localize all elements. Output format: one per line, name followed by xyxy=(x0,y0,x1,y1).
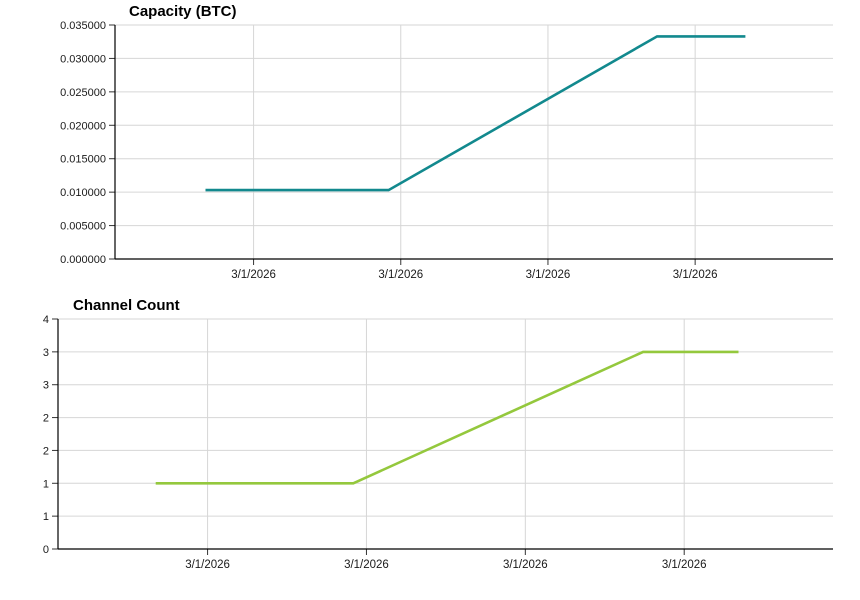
y-tick-label: 0.020000 xyxy=(60,120,106,132)
x-tick-label: 3/1/2026 xyxy=(662,559,707,571)
y-tick-label: 0.005000 xyxy=(60,221,106,233)
y-tick-label: 2 xyxy=(43,413,49,425)
y-tick-label: 0.030000 xyxy=(60,53,106,65)
channel-count-line xyxy=(155,350,739,485)
y-tick-label: 4 xyxy=(43,314,49,326)
y-tick-label: 0.000000 xyxy=(60,254,106,266)
y-tick-label: 0.010000 xyxy=(60,187,106,199)
x-tick-label: 3/1/2026 xyxy=(378,269,423,281)
y-tick-label: 0.025000 xyxy=(60,87,106,99)
x-tick-label: 3/1/2026 xyxy=(503,559,548,571)
capacity-line xyxy=(205,35,746,192)
y-tick-label: 3 xyxy=(43,380,49,392)
capacity-btc-chart: 0.035000 0.030000 0.025000 0.020000 0.015000… xyxy=(60,20,833,281)
y-tick-label: 0.015000 xyxy=(60,154,106,166)
channel-count-chart: 4 3 3 2 2 1 1 0 3/1/2026 3/1/2026 3/1/2026 3/1/2026 xyxy=(43,314,833,571)
x-tick-label: 3/1/2026 xyxy=(344,559,389,571)
y-tick-label: 0.035000 xyxy=(60,20,106,32)
capacity-chart-title: Capacity (BTC) xyxy=(129,3,237,20)
y-tick-label: 1 xyxy=(43,478,49,490)
x-tick-label: 3/1/2026 xyxy=(185,559,230,571)
x-tick-label: 3/1/2026 xyxy=(231,269,276,281)
x-tick-label: 3/1/2026 xyxy=(673,269,718,281)
channel-count-chart-title: Channel Count xyxy=(73,297,180,314)
y-tick-label: 1 xyxy=(43,511,49,523)
y-tick-label: 3 xyxy=(43,347,49,359)
x-tick-label: 3/1/2026 xyxy=(526,269,571,281)
y-tick-label: 0 xyxy=(43,544,49,556)
y-tick-label: 2 xyxy=(43,445,49,457)
